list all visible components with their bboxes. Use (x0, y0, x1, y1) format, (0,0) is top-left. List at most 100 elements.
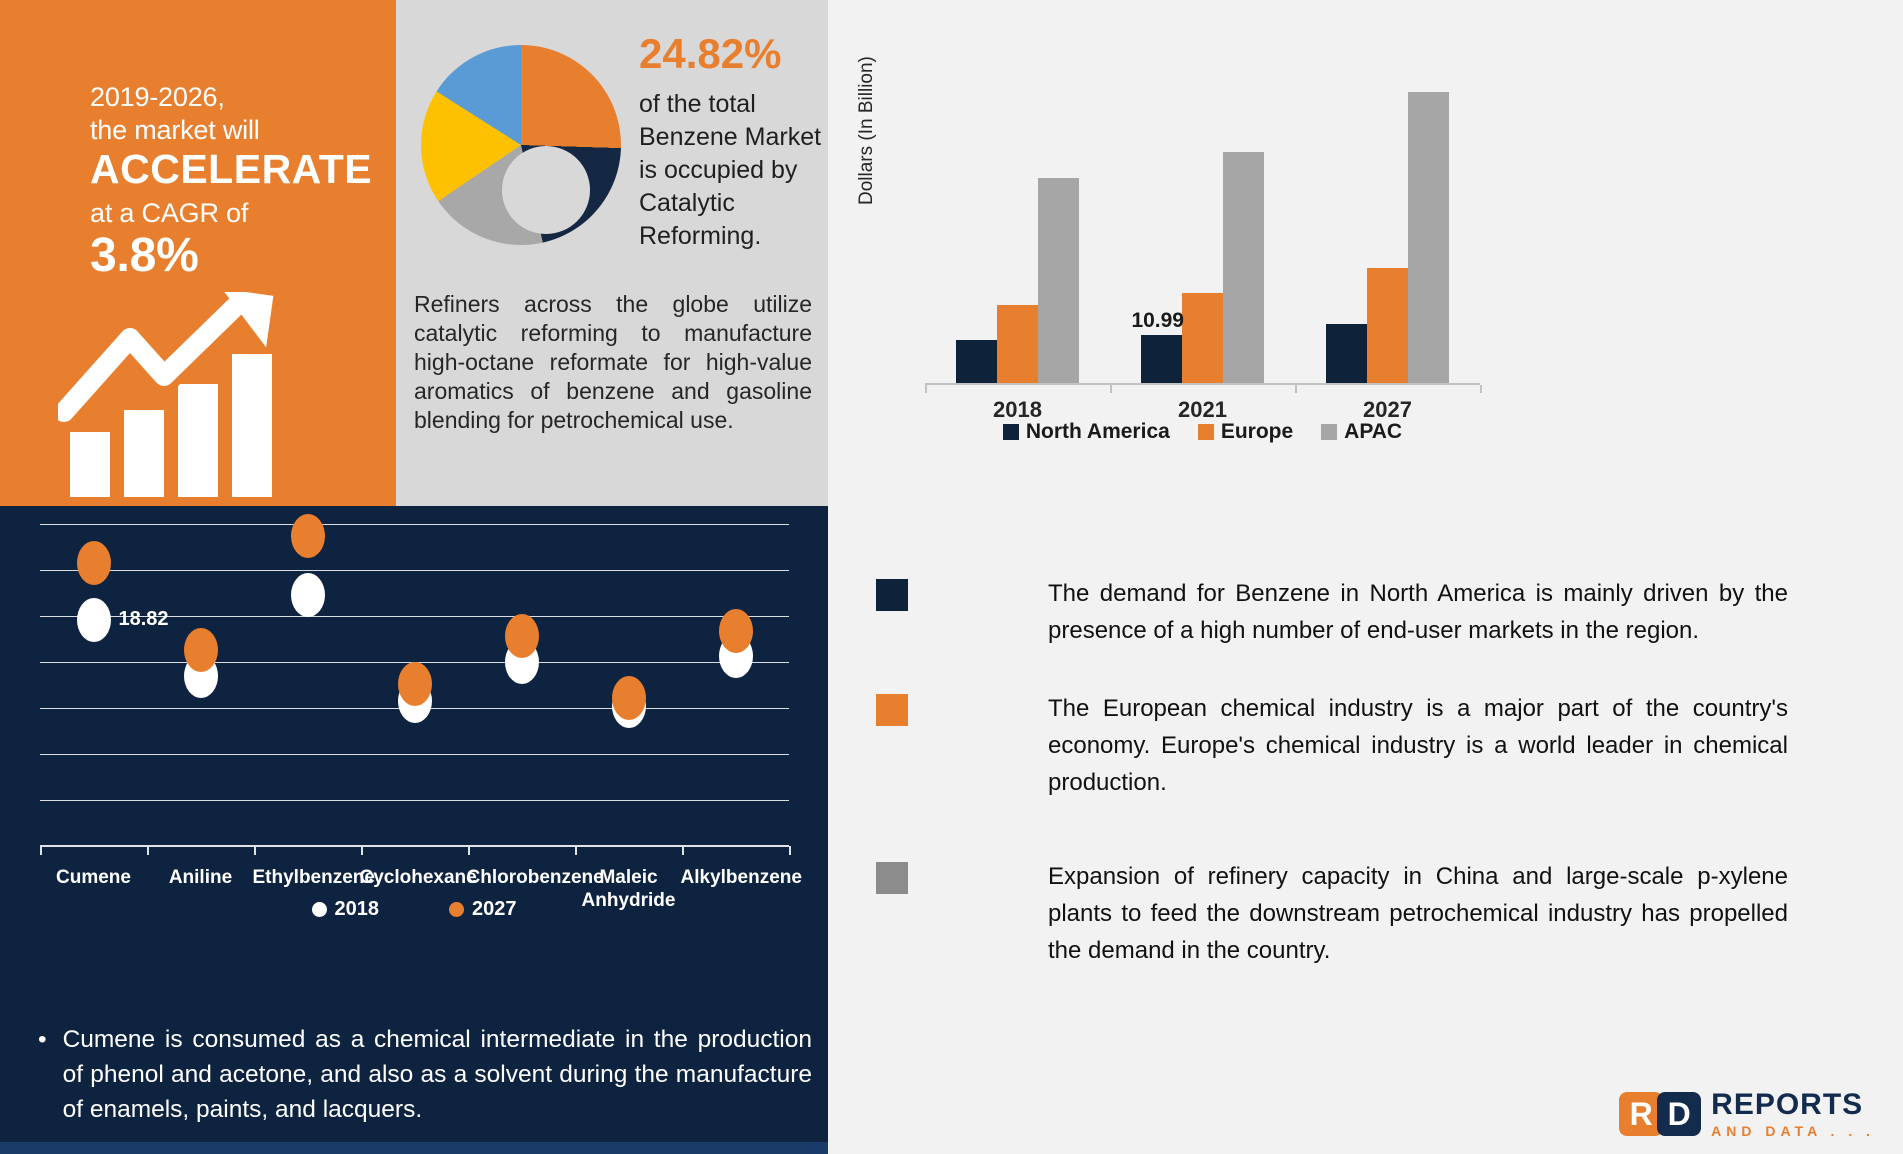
bar-data-label: 10.99 (1131, 308, 1184, 332)
legend-swatch-icon (1002, 424, 1019, 440)
legend-item-apac: APAC (1321, 420, 1402, 444)
bar-chart-x-label: 2018 (993, 397, 1042, 422)
logo-reports-text: REPORTS (1711, 1088, 1864, 1121)
stat-value: 24.82% (639, 30, 782, 77)
legend-dot-icon (311, 902, 327, 917)
x-axis-tick (147, 846, 149, 855)
bullet-glyph: • (38, 1026, 47, 1053)
bar-chart-x-label: 2021 (1178, 397, 1227, 422)
regional-panel: Dollars (In Billion) 2018 2021 2027 10.99 N… (828, 0, 1903, 1154)
donut-hole (502, 146, 590, 234)
cumene-bullet-text: Cumene is consumed as a chemical interme… (62, 1026, 812, 1123)
x-axis-tick (575, 846, 577, 855)
dot-alkylbenzene-2027 (718, 609, 753, 654)
logo-r-icon: R (1619, 1092, 1664, 1136)
dot-aniline-2027 (183, 628, 218, 673)
gridline (40, 524, 789, 525)
legend-swatch-icon (1321, 424, 1338, 440)
legend-label: Europe (1220, 420, 1294, 443)
legend-label: 2018 (334, 898, 380, 920)
dot-maleic-anhydride-2027 (611, 676, 646, 721)
dot-plot-legend: 2018 2027 (0, 898, 828, 921)
gridline (40, 616, 789, 617)
cagr-text: the market will (90, 115, 260, 145)
bar-apac-2021 (1223, 152, 1264, 383)
dot-plot-chart: Cumene Aniline Ethylbenzene Cyclohexane Chlo… (40, 510, 802, 911)
bar-north-america-2027 (1326, 324, 1367, 383)
dot-plot-category-label: Cyclohexane (359, 867, 477, 888)
dot-data-label: 18.82 (118, 608, 169, 631)
bar-north-america-2018 (956, 340, 997, 383)
bar-chart-x-label: 2027 (1363, 397, 1412, 422)
legend-label: 2027 (472, 898, 517, 920)
dot-plot-category-label: Alkylbenzene (680, 867, 802, 888)
cagr-label: at a CAGR of (90, 198, 249, 228)
bar-apac-2018 (1038, 178, 1079, 383)
navy-square-bullet-icon (876, 579, 908, 611)
dot-plot-category-label: Chlorobenzene (466, 867, 604, 888)
bar-chart: 2018 2021 2027 10.99 (925, 85, 1482, 422)
bullet-europe: The European chemical industry is a majo… (876, 690, 1788, 801)
dot-legend-item-2018: 2018 (311, 898, 380, 921)
dot-ethylbenzene-2018 (290, 573, 325, 618)
bottom-accent-strip (0, 1142, 828, 1154)
dot-plot-category-label: Cumene (56, 867, 131, 888)
cagr-years: 2019-2026, (90, 82, 225, 112)
bar-apac-2027 (1408, 92, 1449, 383)
bar-axis-tick (1110, 385, 1112, 393)
bullet-north-america-text: The demand for Benzene in North America … (1048, 580, 1788, 644)
legend-item-europe: Europe (1197, 420, 1294, 444)
bar-europe-2018 (997, 305, 1038, 383)
gridline (40, 570, 789, 571)
logo-d-icon: D (1657, 1092, 1702, 1136)
legend-label: North America (1025, 420, 1170, 443)
dotplot-panel: Cumene Aniline Ethylbenzene Cyclohexane Chlo… (0, 506, 828, 1154)
donut-panel: 24.82% of the total Benzene Market is oc… (396, 0, 828, 506)
bullet-apac: Expansion of refinery capacity in China … (876, 858, 1788, 969)
legend-item-north-america: North America (1002, 420, 1170, 444)
bullet-europe-text: The European chemical industry is a majo… (1048, 695, 1788, 796)
x-axis-tick (789, 846, 791, 855)
x-axis-tick (468, 846, 470, 855)
donut-chart (421, 45, 621, 245)
dot-cyclohexane-2027 (397, 662, 432, 706)
logo-anddata-text: AND DATA . . . (1711, 1123, 1875, 1139)
cagr-panel: 2019-2026, the market will ACCELERATE at… (0, 0, 396, 506)
bullet-apac-text: Expansion of refinery capacity in China … (1048, 863, 1788, 964)
refiners-paragraph: Refiners across the globe utilize cataly… (414, 291, 812, 433)
gridline (40, 754, 789, 755)
dot-plot-category-label: Aniline (168, 867, 233, 888)
bar-chart-y-axis-label: Dollars (In Billion) (856, 56, 877, 205)
stat-caption: of the total Benzene Market is occupied … (639, 90, 822, 250)
bar-axis-tick (925, 385, 927, 393)
legend-label: APAC (1344, 420, 1403, 443)
cagr-value: 3.8% (90, 229, 199, 282)
dot-cumene-2027 (76, 540, 111, 585)
dot-chlorobenzene-2027 (504, 614, 539, 658)
dot-legend-item-2027: 2027 (449, 898, 517, 921)
bar-chart-legend: North America Europe APAC (925, 420, 1480, 444)
bar-axis-tick (1480, 385, 1482, 393)
x-axis-tick (682, 846, 684, 855)
legend-swatch-icon (1197, 424, 1214, 440)
gridline (40, 800, 789, 801)
growth-arrow-icon (58, 292, 274, 497)
x-axis-tick (40, 846, 42, 855)
bar-europe-2021 (1182, 293, 1223, 383)
x-axis-tick (254, 846, 256, 855)
logo-mark-icon: R D (1619, 1092, 1702, 1136)
dot-plot-category-label: Ethylbenzene (252, 867, 375, 888)
gray-square-bullet-icon (876, 862, 908, 894)
cagr-accelerate: ACCELERATE (90, 146, 373, 192)
dot-ethylbenzene-2027 (290, 514, 325, 559)
bar-europe-2027 (1367, 268, 1408, 383)
dot-cumene-2018 (76, 598, 111, 643)
bullet-north-america: The demand for Benzene in North America … (876, 575, 1788, 649)
bar-axis-tick (1295, 385, 1297, 393)
bar-north-america-2021 (1141, 335, 1182, 383)
legend-dot-icon (449, 902, 464, 917)
dot-plot-category-label: Maleic Anhydride (581, 867, 676, 911)
orange-square-bullet-icon (876, 694, 908, 726)
reports-and-data-logo: R D REPORTS AND DATA . . . (1619, 1090, 1875, 1138)
